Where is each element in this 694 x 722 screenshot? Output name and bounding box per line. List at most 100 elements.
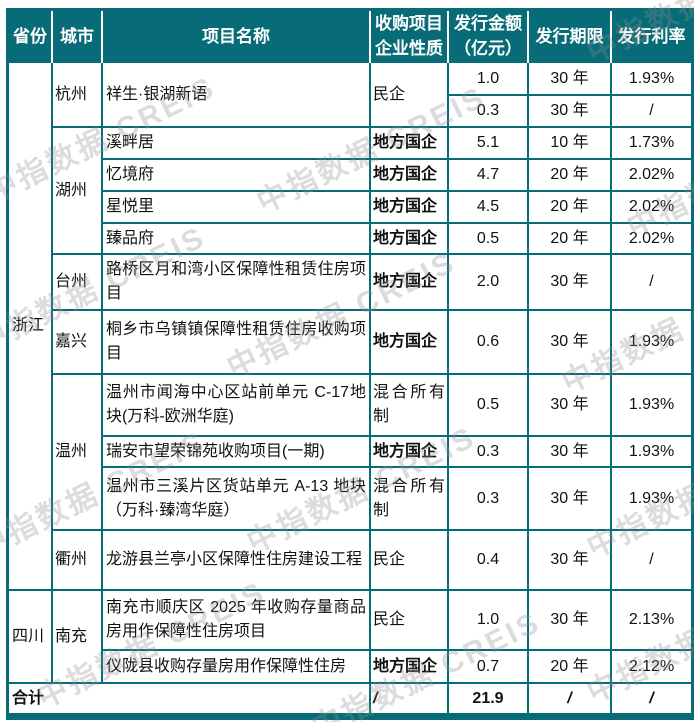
- amount-cell: 0.4: [449, 531, 529, 591]
- header-nature-line1: 收购项目: [375, 14, 443, 34]
- table-row: 湖州 溪畔居 地方国企 5.1 10 年 1.73%: [9, 128, 691, 255]
- nature-cell: 地方国企: [371, 160, 449, 192]
- nature-cell: 地方国企: [371, 311, 449, 375]
- project-cell: 温州市三溪片区货站单元 A-13 地块（万科·臻湾华庭）: [103, 468, 371, 531]
- nature-cell: 地方国企: [371, 651, 449, 684]
- bond-issuance-table: 省份 城市 项目名称 收购项目 企业性质 发行金额 （亿元） 发行期限 发行利率…: [6, 8, 694, 720]
- amount-cell: 0.7: [449, 651, 529, 684]
- rate-cell: /: [612, 255, 691, 311]
- amount-cell: 5.1: [449, 128, 529, 160]
- rate-cell: 2.02%: [612, 160, 691, 192]
- project-cell: 龙游县兰亭小区保障性住房建设工程: [103, 531, 371, 591]
- table-row: 0.3 30 年 /: [9, 96, 691, 128]
- amount-cell: 1.0: [449, 591, 529, 651]
- header-nature-line2: 企业性质: [375, 39, 443, 58]
- table-row: 忆境府 地方国企 4.7 20 年 2.02%: [9, 160, 691, 192]
- rate-cell: 1.93%: [612, 63, 691, 96]
- city-cell: 衢州: [53, 531, 103, 591]
- nature-cell: 地方国企: [371, 192, 449, 224]
- rate-cell: 1.93%: [612, 468, 691, 531]
- project-cell: 臻品府: [103, 224, 371, 255]
- term-cell: 30 年: [529, 63, 612, 96]
- term-cell: 30 年: [529, 468, 612, 531]
- header-province: 省份: [9, 11, 53, 63]
- header-amount-line1: 发行金额: [454, 14, 522, 34]
- header-city: 城市: [53, 11, 103, 63]
- city-cell: 杭州: [53, 63, 103, 128]
- amount-cell: 4.7: [449, 160, 529, 192]
- total-rate-cell: /: [649, 689, 654, 707]
- term-cell: 30 年: [529, 437, 612, 468]
- province-cell: 浙江: [9, 63, 53, 591]
- table-row: 星悦里 地方国企 4.5 20 年 2.02%: [9, 192, 691, 224]
- table-row: 台州 路桥区月和湾小区保障性租赁住房项目 地方国企 2.0 30 年 /: [9, 255, 691, 311]
- project-cell: 忆境府: [103, 160, 371, 192]
- project-cell: 仪陇县收购存量房用作保障性住房: [103, 651, 371, 684]
- rate-cell: /: [612, 531, 691, 591]
- nature-cell: 混合所有制: [371, 375, 449, 437]
- rate-cell: /: [612, 96, 691, 128]
- nature-cell: 地方国企: [371, 128, 449, 160]
- rate-cell: 1.93%: [612, 375, 691, 437]
- rate-cell: 2.02%: [612, 192, 691, 224]
- amount-cell: 0.6: [449, 311, 529, 375]
- term-cell: 20 年: [529, 224, 612, 255]
- nature-cell: 民企: [371, 531, 449, 591]
- province-cell: 四川: [9, 591, 53, 684]
- table-row: 嘉兴 桐乡市乌镇镇保障性租赁住房收购项目 地方国企 0.6 30 年 1.93%: [9, 311, 691, 375]
- rate-cell: 2.13%: [612, 591, 691, 651]
- term-cell: 20 年: [529, 651, 612, 684]
- rate-cell: 2.02%: [612, 224, 691, 255]
- header-term: 发行期限: [529, 11, 612, 63]
- header-row: 省份 城市 项目名称 收购项目 企业性质 发行金额 （亿元） 发行期限 发行利率: [9, 11, 691, 63]
- total-term-cell: /: [529, 684, 612, 713]
- header-rate: 发行利率: [612, 11, 691, 63]
- nature-cell: 民企: [371, 63, 449, 128]
- header-amount: 发行金额 （亿元）: [449, 11, 529, 63]
- rate-cell: 1.93%: [612, 437, 691, 468]
- rate-cell: 2.12%: [612, 651, 691, 684]
- nature-cell: 民企: [371, 591, 449, 651]
- project-cell: 路桥区月和湾小区保障性租赁住房项目: [103, 255, 371, 311]
- amount-cell: 4.5: [449, 192, 529, 224]
- amount-cell: 1.0: [449, 63, 529, 96]
- project-cell: 南充市顺庆区 2025 年收购存量商品房用作保障性住房项目: [103, 591, 371, 651]
- amount-cell: 0.5: [449, 375, 529, 437]
- table-row: 臻品府 地方国企 0.5 20 年 2.02%: [9, 224, 691, 255]
- term-cell: 30 年: [529, 591, 612, 651]
- project-cell: 星悦里: [103, 192, 371, 224]
- city-cell: 湖州: [53, 128, 103, 255]
- header-nature: 收购项目 企业性质: [371, 11, 449, 63]
- project-cell: 温州市闻海中心区站前单元 C-17地块(万科-欧洲华庭): [103, 375, 371, 437]
- term-cell: 10 年: [529, 128, 612, 160]
- total-amount-cell: 21.9: [449, 684, 529, 713]
- table-row: 温州 温州市闻海中心区站前单元 C-17地块(万科-欧洲华庭) 混合所有制 0.…: [9, 375, 691, 531]
- table-row: 衢州 龙游县兰亭小区保障性住房建设工程 民企 0.4 30 年 /: [9, 531, 691, 591]
- term-cell: 30 年: [529, 531, 612, 591]
- amount-cell: 0.3: [449, 96, 529, 128]
- nature-cell: 地方国企: [371, 224, 449, 255]
- table-row: 浙江 杭州 祥生·银湖新语 民企 1.0 30 年 1.93%: [9, 63, 691, 591]
- project-cell: 瑞安市望荣锦苑收购项目(一期): [103, 437, 371, 468]
- city-cell: 嘉兴: [53, 311, 103, 375]
- city-cell: 南充: [53, 591, 103, 684]
- total-label: 合计: [9, 684, 371, 713]
- amount-cell: 2.0: [449, 255, 529, 311]
- table-row: 温州市三溪片区货站单元 A-13 地块（万科·臻湾华庭） 混合所有制 0.3 3…: [9, 468, 691, 531]
- rate-cell: 1.73%: [612, 128, 691, 160]
- table-row: 四川 南充 南充市顺庆区 2025 年收购存量商品房用作保障性住房项目 民企 1…: [9, 591, 691, 684]
- city-cell: 温州: [53, 375, 103, 531]
- amount-cell: 0.3: [449, 468, 529, 531]
- project-cell: 祥生·银湖新语: [103, 63, 371, 128]
- term-cell: 30 年: [529, 311, 612, 375]
- term-cell: 20 年: [529, 192, 612, 224]
- term-cell: 30 年: [529, 255, 612, 311]
- table-row: 瑞安市望荣锦苑收购项目(一期) 地方国企 0.3 30 年 1.93%: [9, 437, 691, 468]
- header-amount-line2: （亿元）: [454, 39, 522, 58]
- term-cell: 30 年: [529, 375, 612, 437]
- project-cell: 溪畔居: [103, 128, 371, 160]
- city-cell: 台州: [53, 255, 103, 311]
- nature-cell: 地方国企: [371, 437, 449, 468]
- project-cell: 桐乡市乌镇镇保障性租赁住房收购项目: [103, 311, 371, 375]
